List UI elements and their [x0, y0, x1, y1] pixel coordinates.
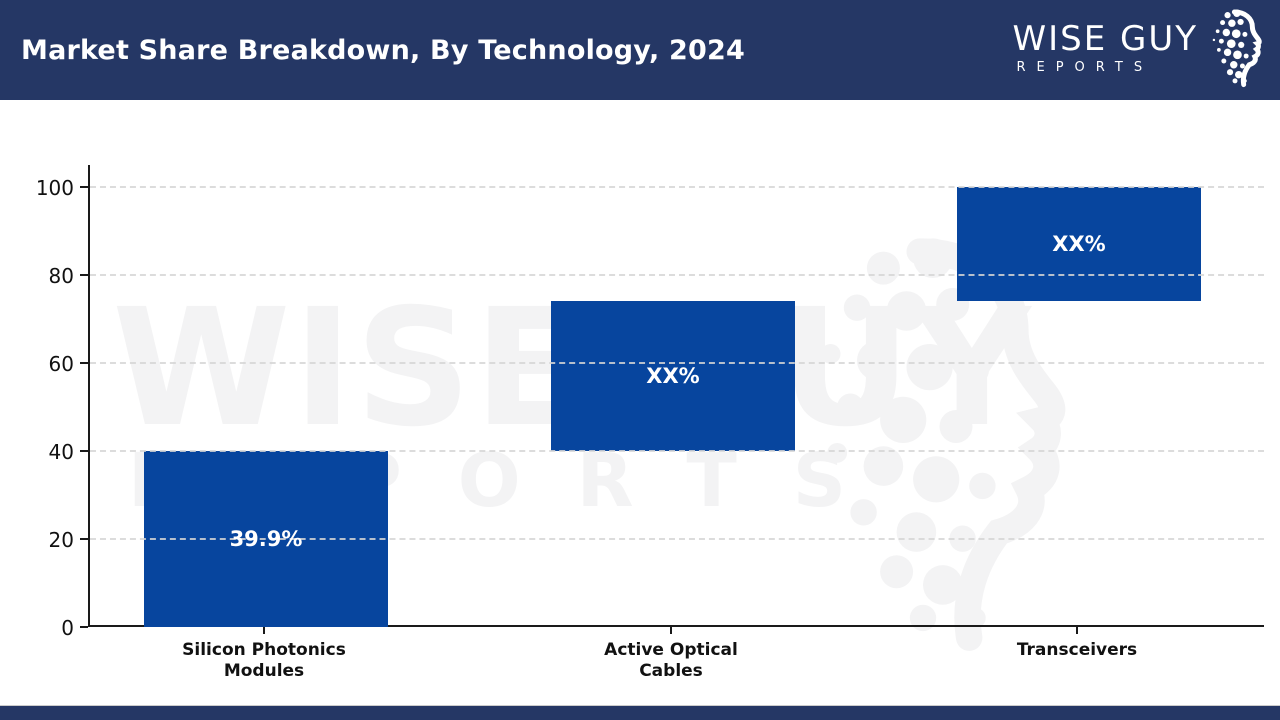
- y-tick-mark: [80, 362, 88, 364]
- y-tick-label: 40: [48, 440, 74, 464]
- bar-value-label: XX%: [1052, 232, 1106, 257]
- gridline: [90, 450, 1264, 452]
- logo-text: WISE GUY REPORTS: [1012, 18, 1198, 76]
- bar-segment: XX%: [957, 187, 1201, 302]
- page-title: Market Share Breakdown, By Technology, 2…: [21, 34, 746, 66]
- y-tick-mark: [80, 186, 88, 188]
- category-label: Active Optical Cables: [511, 640, 831, 683]
- chart-area: WISE GUY REPORTS 39.9% XX% XX% 0 20 40 60 80 10…: [0, 100, 1280, 706]
- y-tick-mark: [80, 538, 88, 540]
- y-tick-label: 0: [61, 616, 74, 640]
- category-label-line: Modules: [223, 661, 305, 682]
- logo-head-icon: [1204, 6, 1266, 90]
- bar-value-label: XX%: [646, 364, 700, 389]
- gridline: [90, 538, 1264, 540]
- category-label-line: Silicon Photonics: [182, 640, 346, 660]
- y-tick-mark: [80, 626, 88, 628]
- category-label: Transceivers: [917, 640, 1237, 661]
- category-label-line: Transceivers: [1016, 640, 1138, 660]
- x-tick-mark: [263, 627, 265, 634]
- logo-wordmark: WISE GUY: [1012, 18, 1198, 59]
- category-label-line: Active Optical: [604, 640, 738, 660]
- header-bar: Market Share Breakdown, By Technology, 2…: [0, 0, 1280, 100]
- bar-segment: XX%: [551, 301, 795, 452]
- x-tick-mark: [1076, 627, 1078, 634]
- footer-bar: [0, 705, 1280, 720]
- bar-value-label: 39.9%: [229, 527, 303, 552]
- wise-guy-reports-logo: WISE GUY REPORTS: [1012, 6, 1266, 90]
- logo-subtitle: REPORTS: [1016, 60, 1154, 76]
- plot-area: 39.9% XX% XX%: [88, 165, 1264, 627]
- y-tick-label: 100: [35, 176, 74, 200]
- gridline: [90, 362, 1264, 364]
- x-tick-mark: [670, 627, 672, 634]
- y-tick-mark: [80, 450, 88, 452]
- y-tick-label: 20: [48, 528, 74, 552]
- y-tick-label: 80: [48, 264, 74, 288]
- y-tick-mark: [80, 274, 88, 276]
- category-label-line: Cables: [639, 661, 703, 682]
- gridline: [90, 274, 1264, 276]
- category-label: Silicon Photonics Modules: [104, 640, 424, 683]
- y-tick-label: 60: [48, 352, 74, 376]
- gridline: [90, 186, 1264, 188]
